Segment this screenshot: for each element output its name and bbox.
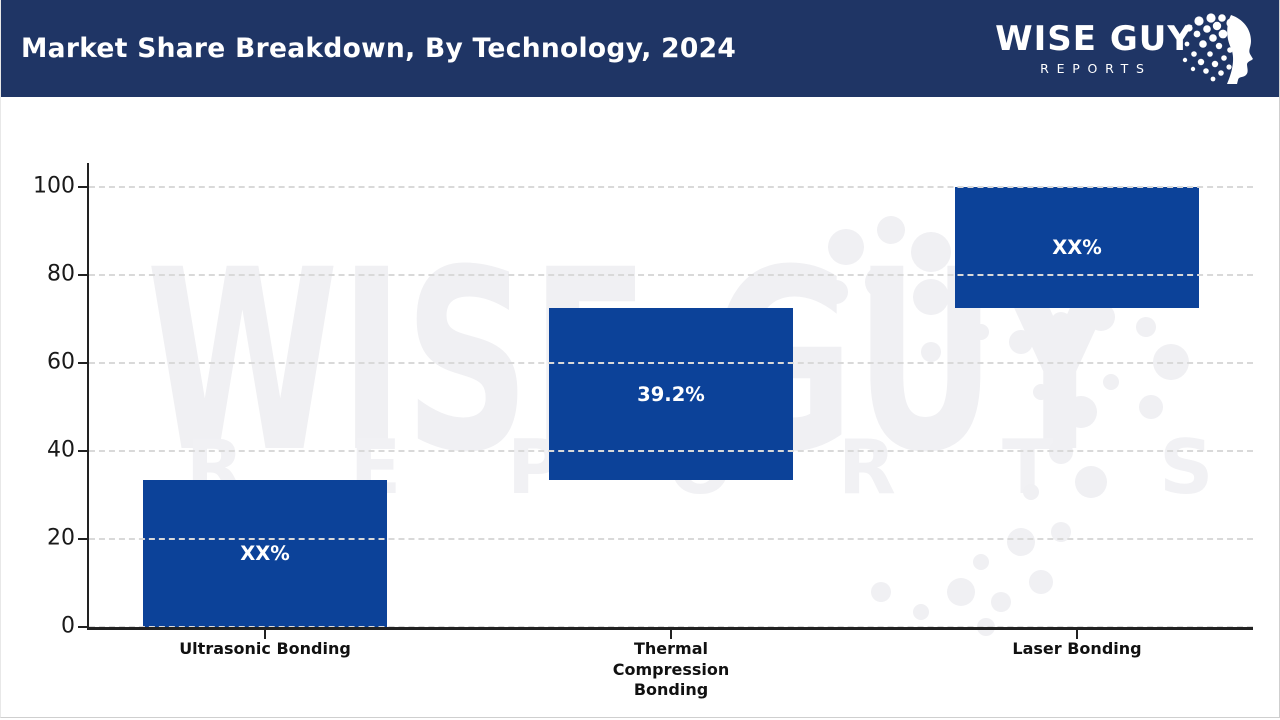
logo-text: WISE GUY REPORTS: [995, 22, 1193, 76]
page-title: Market Share Breakdown, By Technology, 2…: [21, 33, 737, 64]
y-tick-label: 80: [47, 261, 75, 287]
gridline: [89, 362, 1253, 364]
chart-canvas: WISE GUY R E P O R T S X: [1, 97, 1279, 717]
category-label: Laser Bonding: [1012, 639, 1142, 658]
gridline: [89, 274, 1253, 276]
x-tick: [670, 627, 672, 639]
bar-value-label: XX%: [1052, 236, 1102, 259]
y-tick: [78, 362, 89, 364]
y-tick-label: 60: [47, 349, 75, 375]
y-tick-label: 0: [61, 613, 75, 639]
y-tick-label: 100: [33, 173, 75, 199]
y-axis-line: [87, 163, 89, 629]
bar: XX%: [143, 480, 387, 627]
bar: 39.2%: [549, 308, 793, 481]
x-tick: [1076, 627, 1078, 639]
gridline: [89, 450, 1253, 452]
logo-subtitle: REPORTS: [1040, 60, 1152, 76]
y-tick-label: 20: [47, 525, 75, 551]
bar: XX%: [955, 187, 1199, 308]
gridline: [89, 186, 1253, 188]
y-tick: [78, 186, 89, 188]
bar-value-label: 39.2%: [637, 382, 705, 406]
header-bar: Market Share Breakdown, By Technology, 2…: [1, 0, 1279, 97]
category-label: Ultrasonic Bonding: [179, 639, 351, 658]
y-tick: [78, 626, 89, 628]
wiseguy-logo: WISE GUY REPORTS: [995, 12, 1253, 85]
y-tick: [78, 274, 89, 276]
bar-value-label: XX%: [240, 542, 290, 566]
x-axis-line: [87, 627, 1253, 630]
logo-wordmark: WISE GUY: [995, 18, 1193, 59]
x-tick: [264, 627, 266, 639]
gridline: [89, 538, 1253, 540]
y-tick-label: 40: [47, 437, 75, 463]
plot-area: XX% 39.2% XX% 0 20 40 60 80 100 Ultrasonic Bondin…: [33, 163, 1253, 699]
y-tick: [78, 538, 89, 540]
watermark-dots-face: [781, 216, 1189, 636]
category-label: Thermal Compression Bonding: [612, 639, 730, 699]
logo-face-icon: [1178, 12, 1253, 84]
y-tick: [78, 450, 89, 452]
